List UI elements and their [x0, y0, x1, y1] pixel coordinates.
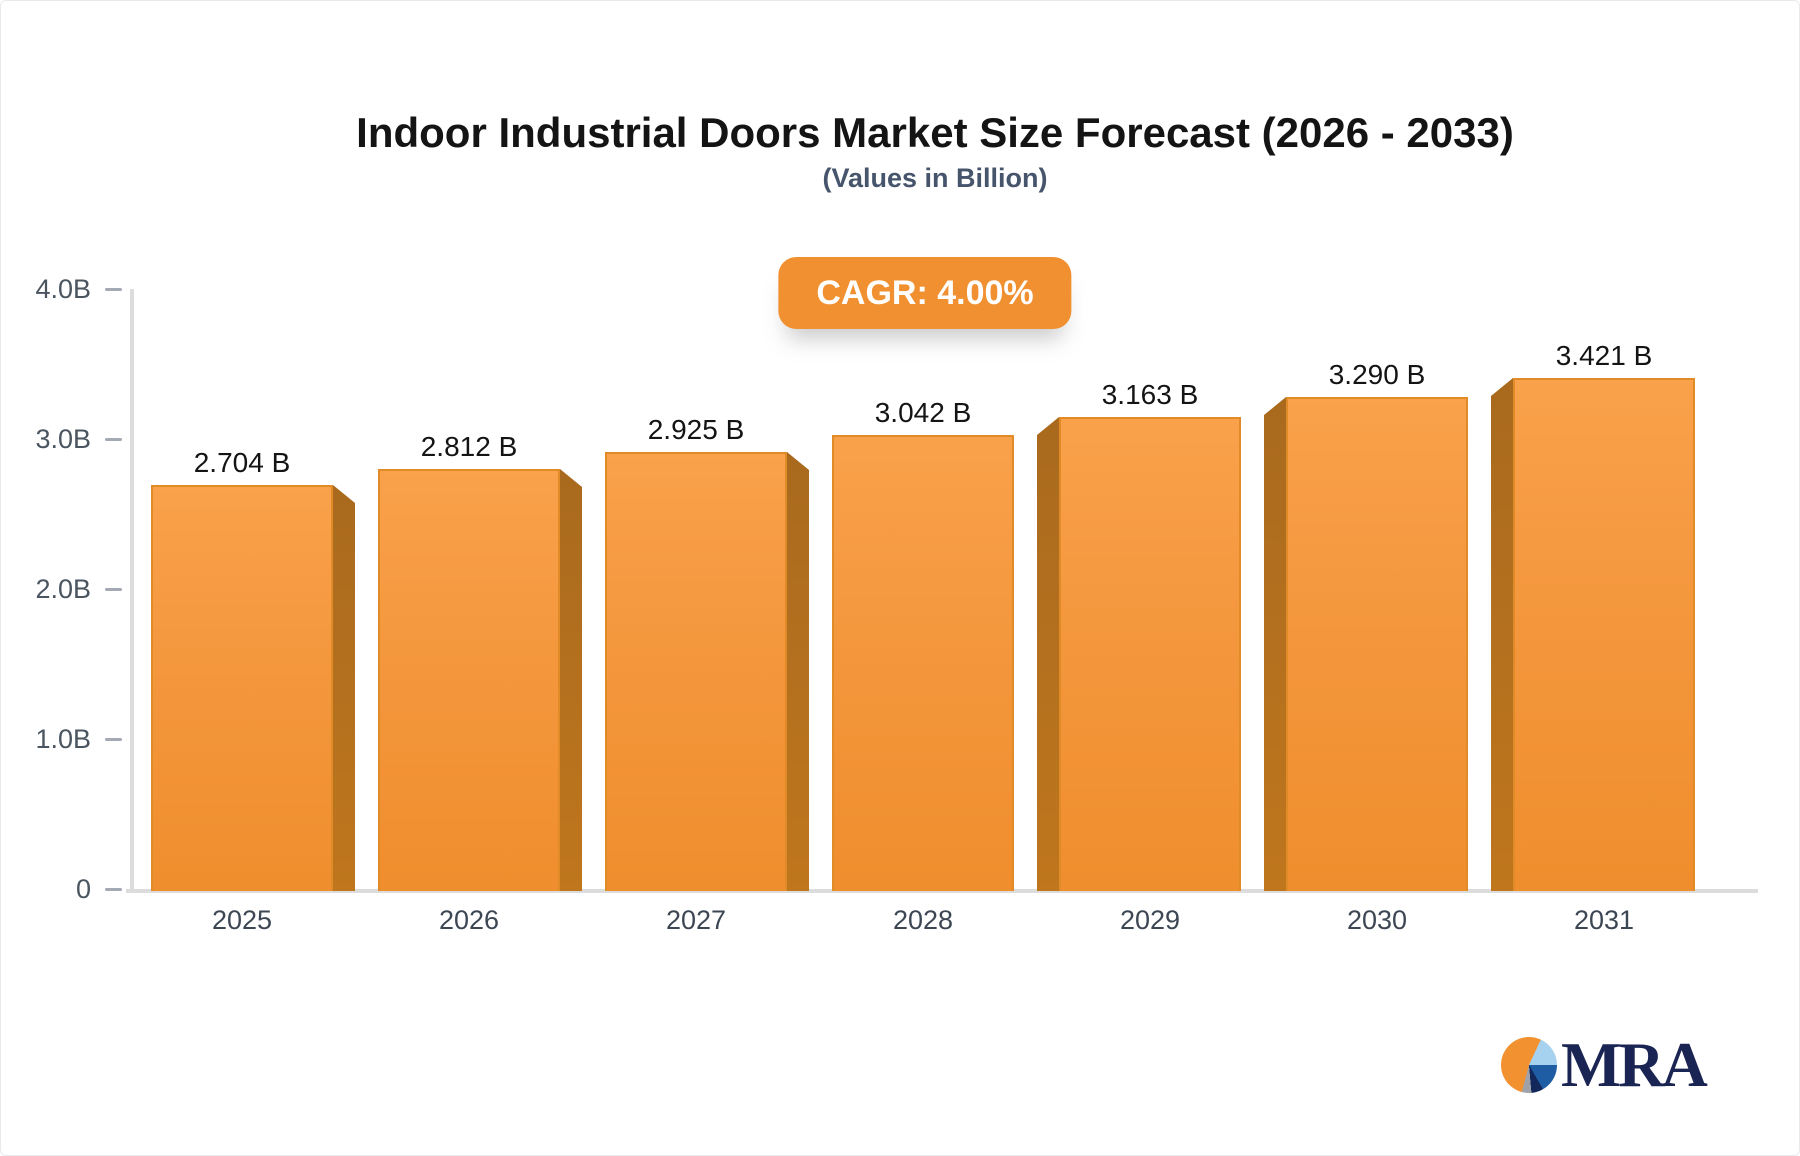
y-tick-label-3.0B: 3.0B [35, 424, 91, 454]
bar-3d-side-2027 [787, 452, 809, 891]
bar-3d-side-2025 [333, 485, 355, 891]
bar-2027 [605, 452, 787, 891]
x-tick-label-2027: 2027 [665, 905, 727, 935]
bar-2030 [1286, 397, 1468, 891]
bar-2029 [1059, 417, 1241, 891]
chart-title: Indoor Industrial Doors Market Size Fore… [356, 109, 1514, 156]
bar-3d-side-2029 [1037, 417, 1059, 891]
y-axis-line [130, 289, 134, 893]
y-tick-mark-4.0B [105, 288, 122, 291]
y-tick-label-2.0B: 2.0B [35, 574, 91, 604]
bar-3d-side-2030 [1264, 397, 1286, 891]
y-tick-mark-1.0B [105, 738, 122, 741]
x-axis-baseline [126, 889, 1758, 893]
x-tick-label-2030: 2030 [1346, 905, 1408, 935]
bar-value-label-2027: 2.925 B [647, 414, 745, 445]
bar-value-label-2031: 3.421 B [1555, 340, 1653, 371]
bar-2028 [832, 435, 1014, 891]
mra-pie-chart-icon [1501, 1037, 1557, 1093]
y-tick-mark-2.0B [105, 588, 122, 591]
x-tick-label-2028: 2028 [892, 905, 954, 935]
bar-2026 [378, 469, 560, 891]
y-tick-mark-0 [105, 888, 122, 891]
bar-value-label-2028: 3.042 B [874, 397, 972, 428]
bar-3d-side-2031 [1491, 378, 1513, 891]
bar-value-label-2029: 3.163 B [1101, 379, 1199, 410]
x-tick-label-2026: 2026 [438, 905, 500, 935]
x-tick-label-2029: 2029 [1119, 905, 1181, 935]
mra-logo-text: MRA [1561, 1029, 1708, 1100]
y-tick-label-1.0B: 1.0B [35, 724, 91, 754]
x-tick-label-2031: 2031 [1573, 905, 1635, 935]
bar-value-label-2026: 2.812 B [420, 431, 518, 462]
x-tick-label-2025: 2025 [211, 905, 273, 935]
cagr-badge: CAGR: 4.00% [778, 257, 1072, 329]
y-tick-label-4.0B: 4.0B [35, 274, 91, 304]
bar-2025 [151, 485, 333, 891]
chart-subtitle: (Values in Billion) [822, 163, 1048, 193]
bar-3d-side-2026 [560, 469, 582, 891]
y-tick-label-0: 0 [75, 874, 91, 904]
cagr-badge-label: CAGR: 4.00% [816, 274, 1034, 312]
bar-2031 [1513, 378, 1695, 891]
mra-logo: MRA [1501, 1029, 1708, 1100]
y-tick-mark-3.0B [105, 438, 122, 441]
bar-value-label-2025: 2.704 B [193, 447, 291, 478]
bar-value-label-2030: 3.290 B [1328, 359, 1426, 390]
